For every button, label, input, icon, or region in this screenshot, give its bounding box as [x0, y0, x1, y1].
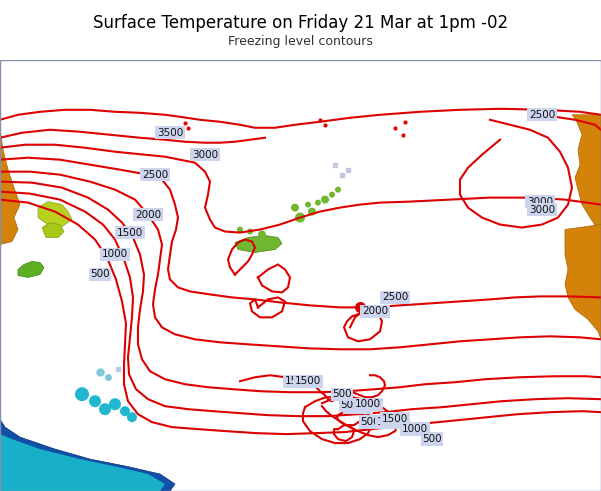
Polygon shape	[565, 224, 601, 339]
Circle shape	[315, 200, 321, 206]
Text: Surface Temperature on Friday 21 Mar at 1pm -02: Surface Temperature on Friday 21 Mar at …	[93, 14, 508, 32]
Circle shape	[335, 187, 341, 192]
Text: 3000: 3000	[527, 196, 553, 207]
Circle shape	[127, 412, 137, 422]
Text: Freezing level contours: Freezing level contours	[228, 35, 373, 48]
Text: 1500: 1500	[285, 376, 311, 386]
Circle shape	[89, 395, 101, 407]
Polygon shape	[38, 202, 72, 226]
Circle shape	[120, 406, 130, 416]
Circle shape	[321, 195, 329, 204]
Text: 2500: 2500	[529, 110, 555, 120]
Text: 2500: 2500	[382, 293, 408, 302]
Text: 500: 500	[332, 389, 352, 399]
Circle shape	[291, 204, 299, 212]
Circle shape	[308, 208, 316, 216]
Polygon shape	[572, 115, 601, 240]
Polygon shape	[0, 434, 165, 491]
Polygon shape	[0, 120, 20, 245]
Circle shape	[258, 231, 266, 239]
Text: 1000: 1000	[102, 249, 128, 260]
Text: 1000: 1000	[402, 424, 428, 434]
Circle shape	[247, 228, 253, 235]
Text: 500: 500	[340, 400, 360, 410]
Text: 500: 500	[422, 434, 442, 444]
Polygon shape	[235, 236, 282, 252]
Text: 500: 500	[90, 270, 110, 279]
Text: 1500: 1500	[382, 414, 408, 424]
Text: 2000: 2000	[362, 306, 388, 316]
Text: 500: 500	[360, 417, 380, 427]
Text: 1000: 1000	[355, 399, 381, 409]
Circle shape	[109, 398, 121, 410]
Text: 1000: 1000	[345, 402, 371, 412]
Circle shape	[99, 403, 111, 415]
Text: 2000: 2000	[135, 210, 161, 219]
Text: 3500: 3500	[157, 128, 183, 138]
Text: 1500: 1500	[295, 376, 321, 386]
Circle shape	[329, 191, 335, 197]
Polygon shape	[18, 262, 44, 277]
Polygon shape	[0, 419, 175, 491]
Text: 3000: 3000	[529, 205, 555, 215]
Text: 3000: 3000	[192, 150, 218, 160]
Circle shape	[75, 387, 89, 401]
Text: 1000: 1000	[377, 417, 403, 427]
Text: 2500: 2500	[142, 170, 168, 180]
Circle shape	[295, 213, 305, 222]
Text: 1500: 1500	[117, 227, 143, 238]
Polygon shape	[42, 222, 64, 238]
Circle shape	[237, 226, 243, 233]
Circle shape	[305, 202, 311, 208]
